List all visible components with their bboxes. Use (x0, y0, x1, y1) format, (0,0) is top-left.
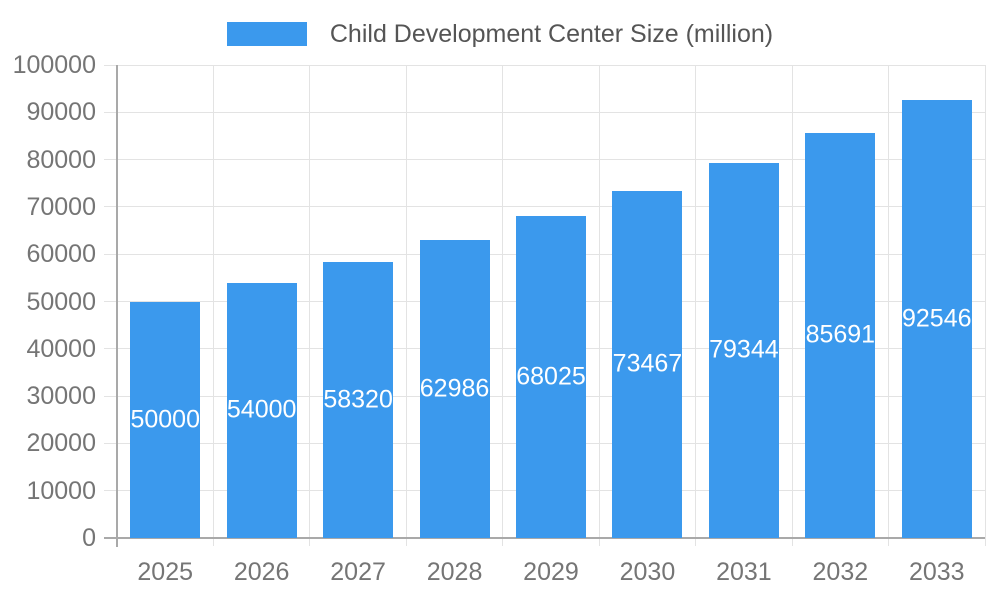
gridline-vertical (309, 65, 311, 546)
gridline-vertical (695, 65, 697, 546)
gridline-vertical (984, 65, 986, 546)
bar: 54000 (226, 282, 297, 538)
legend-label: Child Development Center Size (million) (329, 20, 774, 48)
bar: 50000 (130, 301, 201, 538)
gridline-horizontal (104, 206, 985, 208)
gridline-vertical (598, 65, 600, 546)
y-axis-tick-label: 30000 (26, 382, 96, 411)
y-axis-tick-label: 90000 (26, 98, 96, 127)
y-axis-tick-label: 60000 (26, 240, 96, 269)
bar-value-label: 50000 (130, 405, 200, 434)
bar: 79344 (708, 162, 779, 538)
x-axis-line (104, 537, 985, 539)
bar: 58320 (323, 262, 394, 538)
x-axis-tick-label: 2031 (716, 558, 772, 586)
gridline-vertical (502, 65, 504, 546)
bar-value-label: 62986 (419, 374, 490, 403)
x-axis-tick-label: 2026 (233, 558, 290, 586)
legend-swatch (226, 22, 307, 46)
bar-value-label: 73467 (612, 349, 683, 378)
y-axis-tick-label: 10000 (26, 476, 96, 505)
bar-value-label: 85691 (805, 320, 876, 349)
plot-area: 50000 54000 58320 62986 68025 73467 79344 85691… (104, 64, 986, 547)
gridline-horizontal (104, 159, 985, 161)
gridline-vertical (405, 65, 407, 546)
bar: 73467 (612, 190, 683, 538)
y-axis-tick-label: 80000 (26, 145, 96, 174)
y-axis-tick-label: 40000 (26, 334, 96, 363)
x-axis-tick-label: 2033 (908, 558, 965, 586)
gridline-vertical (791, 65, 793, 546)
x-axis-tick-label: 2030 (619, 558, 676, 586)
x-axis-labels: 2025 2026 2027 2028 2029 2030 2031 2032 2033 (117, 557, 985, 589)
x-axis-tick-label: 2027 (330, 558, 386, 586)
bar-value-label: 92546 (902, 304, 972, 333)
gridline-horizontal (104, 64, 985, 66)
gridline-vertical (212, 65, 214, 546)
bar: 62986 (419, 240, 490, 538)
bar: 68025 (516, 216, 586, 538)
x-axis-tick-label: 2028 (426, 558, 483, 586)
y-axis-tick-label: 50000 (26, 287, 96, 316)
y-axis-labels: 0 10000 20000 30000 40000 50000 60000 70000 8000… (0, 51, 96, 552)
bar-value-label: 58320 (323, 385, 393, 414)
bar-value-label: 68025 (516, 362, 586, 391)
y-axis-tick-label: 20000 (26, 429, 96, 458)
x-axis-tick-label: 2029 (523, 558, 579, 586)
bar-value-label: 79344 (709, 335, 779, 364)
gridline-horizontal (104, 111, 985, 113)
y-axis-tick-label: 0 (82, 524, 96, 552)
chart-legend-item[interactable]: Child Development Center Size (million) (0, 20, 1000, 48)
x-axis-tick-label: 2025 (137, 558, 194, 586)
x-axis-tick-label: 2032 (812, 558, 869, 586)
bar: 85691 (805, 132, 876, 538)
y-axis-tick-label: 100000 (12, 51, 96, 79)
y-axis-line (116, 65, 118, 547)
bar: 92546 (901, 100, 972, 538)
gridline-vertical (888, 65, 890, 546)
bar-value-label: 54000 (226, 395, 297, 424)
y-axis-tick-label: 70000 (26, 192, 96, 221)
